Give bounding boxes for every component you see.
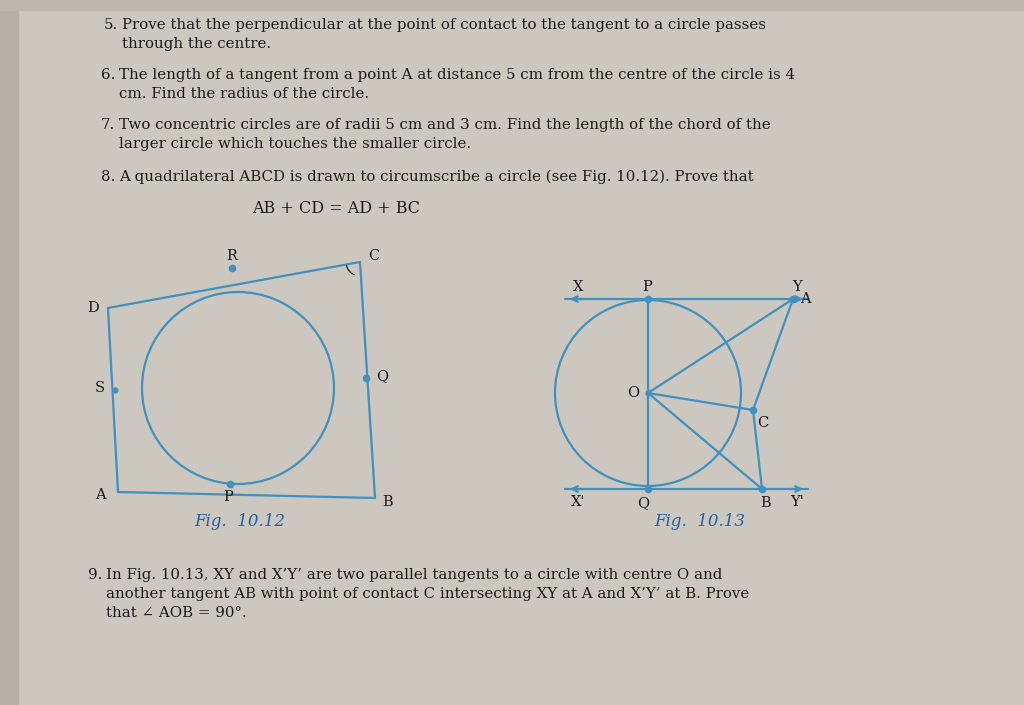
Bar bbox=[0, 0, 18, 705]
Text: O: O bbox=[627, 386, 639, 400]
Text: another tangent AB with point of contact C intersecting XY at A and X’Y’ at B. P: another tangent AB with point of contact… bbox=[106, 587, 750, 601]
Text: 8.: 8. bbox=[100, 170, 115, 184]
Text: Prove that the perpendicular at the point of contact to the tangent to a circle : Prove that the perpendicular at the poin… bbox=[122, 18, 766, 32]
Text: S: S bbox=[95, 381, 105, 395]
Text: The length of a tangent from a point A at distance 5 cm from the centre of the c: The length of a tangent from a point A a… bbox=[119, 68, 795, 82]
Text: AB + CD = AD + BC: AB + CD = AD + BC bbox=[252, 200, 420, 217]
Text: Fig.  10.12: Fig. 10.12 bbox=[195, 513, 286, 530]
Text: C: C bbox=[758, 416, 769, 430]
Text: D: D bbox=[87, 301, 99, 315]
Text: R: R bbox=[226, 249, 238, 263]
Bar bbox=[0, 0, 1024, 10]
Text: that ∠ AOB = 90°.: that ∠ AOB = 90°. bbox=[106, 606, 247, 620]
Text: larger circle which touches the smaller circle.: larger circle which touches the smaller … bbox=[119, 137, 471, 151]
Text: 9.: 9. bbox=[88, 568, 102, 582]
Text: Q: Q bbox=[376, 369, 388, 383]
Text: B: B bbox=[761, 496, 771, 510]
Text: P: P bbox=[223, 490, 232, 504]
Text: 6.: 6. bbox=[100, 68, 115, 82]
Text: Two concentric circles are of radii 5 cm and 3 cm. Find the length of the chord : Two concentric circles are of radii 5 cm… bbox=[119, 118, 771, 132]
Text: A: A bbox=[800, 292, 811, 306]
Text: Q: Q bbox=[637, 496, 649, 510]
Text: Y: Y bbox=[793, 280, 802, 294]
Text: In Fig. 10.13, XY and X’Y’ are two parallel tangents to a circle with centre O a: In Fig. 10.13, XY and X’Y’ are two paral… bbox=[106, 568, 722, 582]
Text: B: B bbox=[383, 495, 393, 509]
Text: 5.: 5. bbox=[103, 18, 118, 32]
Text: A: A bbox=[94, 488, 105, 502]
Text: A quadrilateral ABCD is drawn to circumscribe a circle (see Fig. 10.12). Prove t: A quadrilateral ABCD is drawn to circums… bbox=[119, 170, 754, 185]
Text: through the centre.: through the centre. bbox=[122, 37, 271, 51]
Text: Y': Y' bbox=[791, 495, 804, 509]
Text: cm. Find the radius of the circle.: cm. Find the radius of the circle. bbox=[119, 87, 369, 101]
Text: Fig.  10.13: Fig. 10.13 bbox=[654, 513, 745, 530]
Text: P: P bbox=[642, 280, 652, 294]
Text: X': X' bbox=[570, 495, 585, 509]
Text: 7.: 7. bbox=[100, 118, 115, 132]
Text: X: X bbox=[572, 280, 584, 294]
Text: C: C bbox=[369, 249, 380, 263]
